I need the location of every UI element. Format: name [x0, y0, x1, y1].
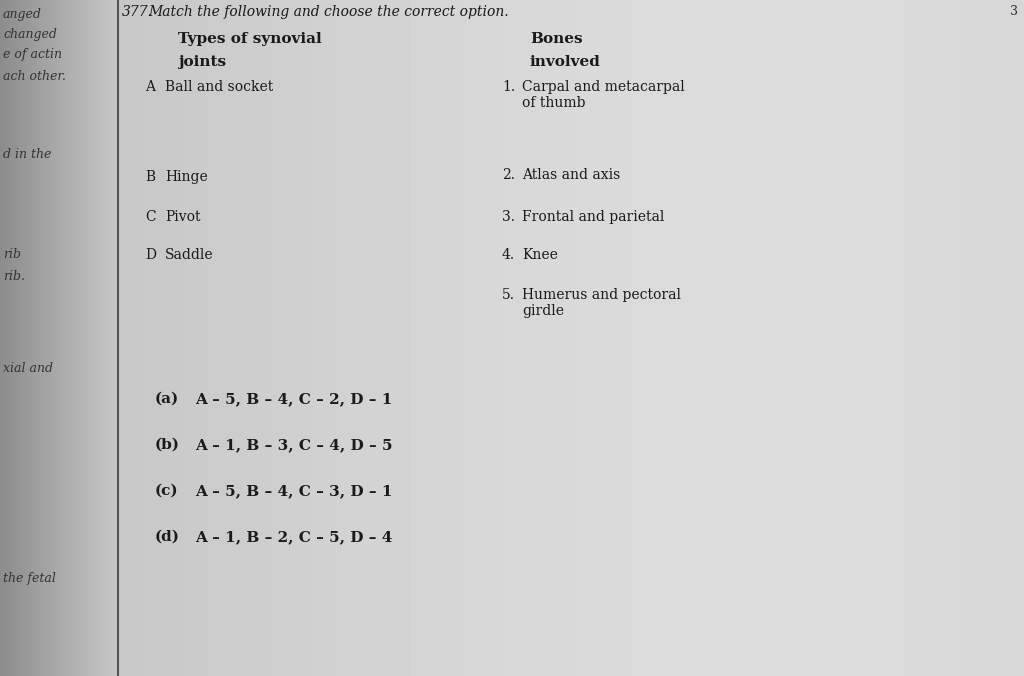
Text: 3: 3: [1010, 5, 1018, 18]
Text: e of actin: e of actin: [3, 48, 62, 61]
Text: A: A: [145, 80, 155, 94]
Text: (d): (d): [155, 530, 180, 544]
Text: Types of synovial: Types of synovial: [178, 32, 322, 46]
Text: B: B: [145, 170, 155, 184]
Text: d in the: d in the: [3, 148, 51, 161]
Text: 4.: 4.: [502, 248, 515, 262]
Text: C: C: [145, 210, 156, 224]
Text: involved: involved: [530, 55, 601, 69]
Text: (a): (a): [155, 392, 179, 406]
Text: (c): (c): [155, 484, 178, 498]
Text: Ball and socket: Ball and socket: [165, 80, 273, 94]
Text: anged: anged: [3, 8, 42, 21]
Text: 2.: 2.: [502, 168, 515, 182]
Text: A – 1, B – 2, C – 5, D – 4: A – 1, B – 2, C – 5, D – 4: [195, 530, 392, 544]
Text: (b): (b): [155, 438, 180, 452]
Text: Humerus and pectoral
girdle: Humerus and pectoral girdle: [522, 288, 681, 318]
Text: Pivot: Pivot: [165, 210, 201, 224]
Text: Hinge: Hinge: [165, 170, 208, 184]
Text: Atlas and axis: Atlas and axis: [522, 168, 621, 182]
Text: D: D: [145, 248, 156, 262]
Text: 1.: 1.: [502, 80, 515, 94]
Text: ach other.: ach other.: [3, 70, 66, 83]
Text: rib: rib: [3, 248, 22, 261]
Text: the fetal: the fetal: [3, 572, 56, 585]
Text: 377.: 377.: [122, 5, 153, 19]
Text: Match the following and choose the correct option.: Match the following and choose the corre…: [148, 5, 509, 19]
Text: joints: joints: [178, 55, 226, 69]
Text: Frontal and parietal: Frontal and parietal: [522, 210, 665, 224]
Text: Saddle: Saddle: [165, 248, 214, 262]
Text: changed: changed: [3, 28, 57, 41]
Text: Knee: Knee: [522, 248, 558, 262]
Text: 5.: 5.: [502, 288, 515, 302]
Text: A – 1, B – 3, C – 4, D – 5: A – 1, B – 3, C – 4, D – 5: [195, 438, 392, 452]
Text: xial and: xial and: [3, 362, 53, 375]
Text: Bones: Bones: [530, 32, 583, 46]
Text: 3.: 3.: [502, 210, 515, 224]
Text: A – 5, B – 4, C – 3, D – 1: A – 5, B – 4, C – 3, D – 1: [195, 484, 392, 498]
Text: rib.: rib.: [3, 270, 25, 283]
Text: Carpal and metacarpal
of thumb: Carpal and metacarpal of thumb: [522, 80, 685, 110]
Text: A – 5, B – 4, C – 2, D – 1: A – 5, B – 4, C – 2, D – 1: [195, 392, 392, 406]
